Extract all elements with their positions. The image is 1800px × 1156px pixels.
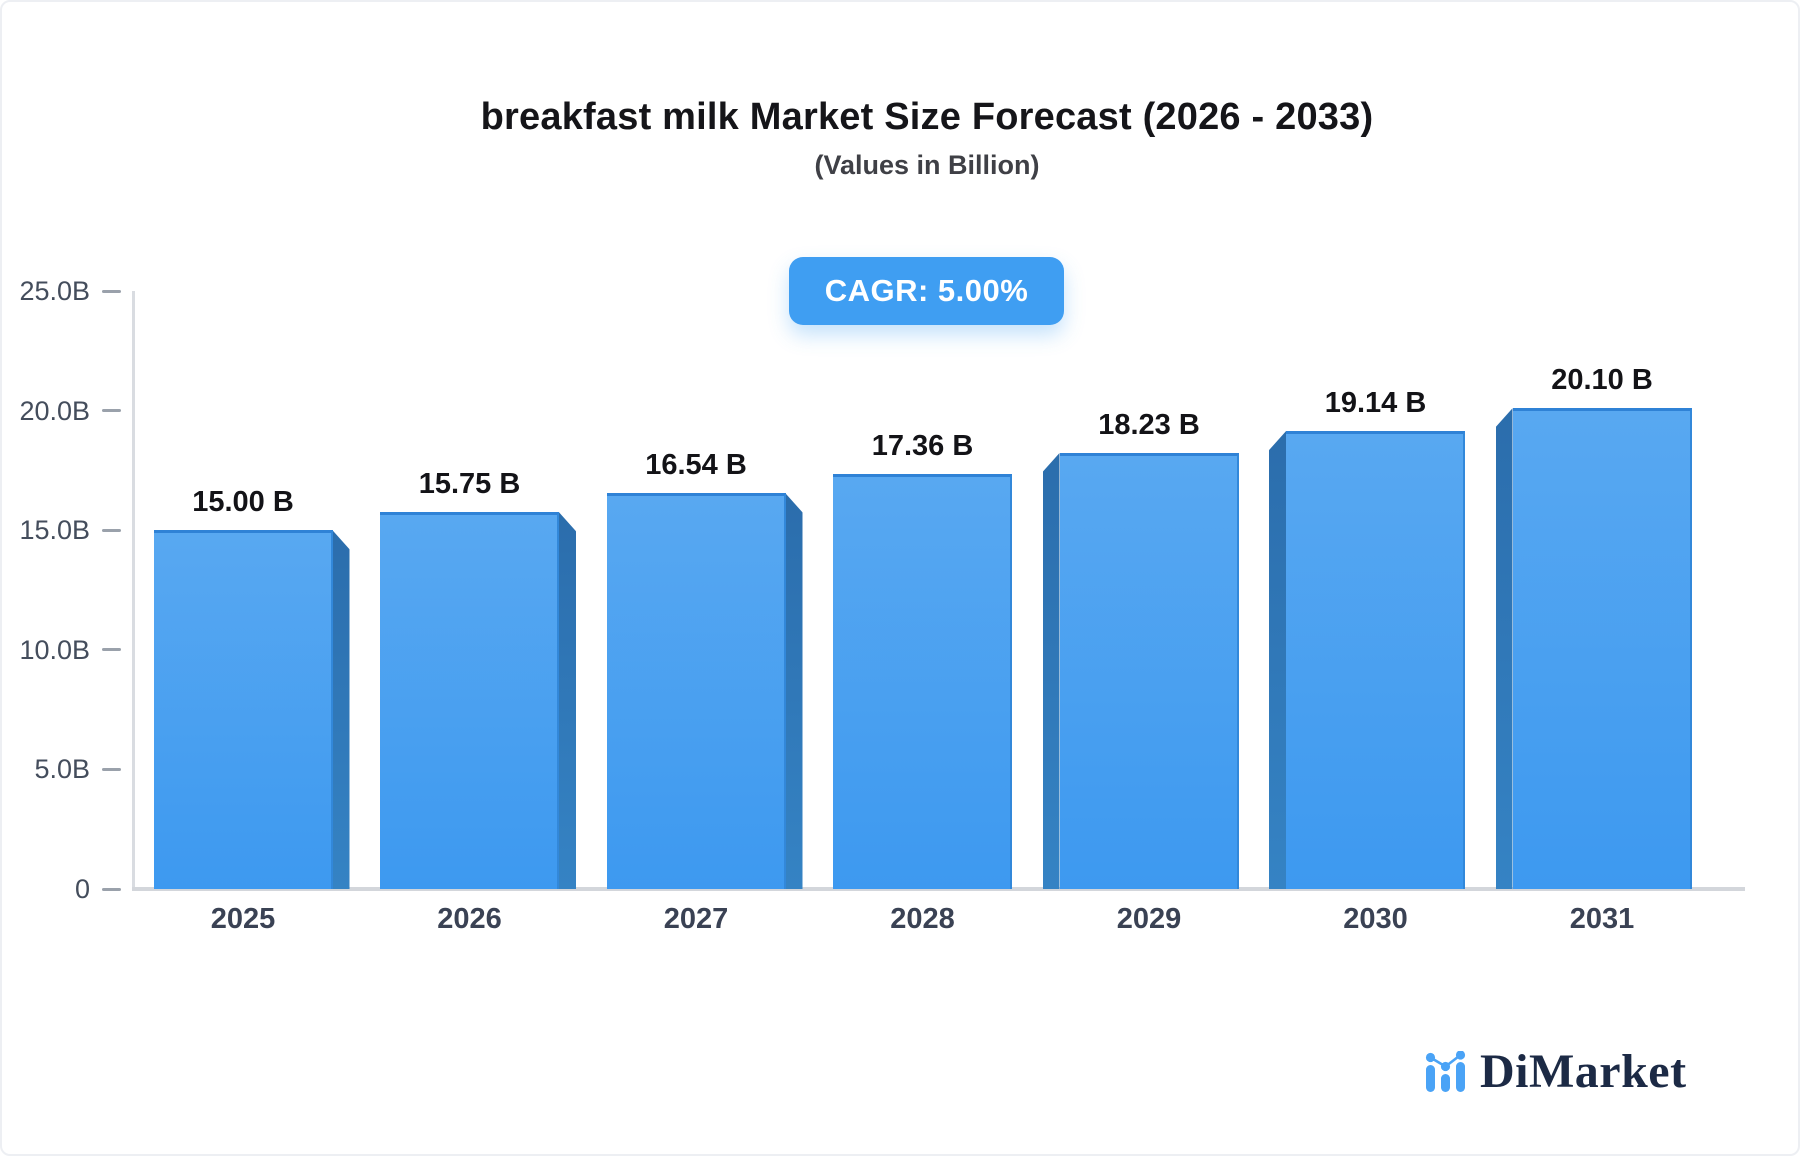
x-tick-label: 2026 xyxy=(437,903,502,935)
bar-2029 xyxy=(1059,452,1239,889)
bar-side-face xyxy=(1269,431,1286,889)
x-axis-baseline xyxy=(132,887,1745,891)
y-tick-label: 0 xyxy=(74,874,90,904)
bar-value-label: 18.23 B xyxy=(1098,408,1200,441)
bar-side-face xyxy=(1495,408,1513,889)
y-tick-label: 10.0B xyxy=(19,634,90,665)
bar-2028 xyxy=(833,473,1012,889)
y-tick-dash xyxy=(102,528,121,532)
bar-side-face xyxy=(332,530,350,889)
y-tick-label: 5.0B xyxy=(34,754,90,785)
chart-subtitle: (Values in Billion) xyxy=(814,150,1040,180)
bar-value-label: 17.36 B xyxy=(871,429,974,462)
y-tick-dash xyxy=(102,409,121,413)
bar-value-label: 15.00 B xyxy=(192,486,294,519)
bar-2025 xyxy=(153,530,333,889)
cagr-badge-label: CAGR: 5.00% xyxy=(824,273,1029,308)
y-axis-line xyxy=(132,291,135,889)
bar-2030 xyxy=(1286,431,1465,889)
x-tick-label: 2027 xyxy=(663,903,729,935)
y-tick-label: 15.0B xyxy=(19,515,90,546)
x-tick-label: 2030 xyxy=(1343,903,1408,935)
bar-value-label: 15.75 B xyxy=(418,468,521,501)
bar-value-label: 20.10 B xyxy=(1551,364,1653,397)
x-tick-label: 2031 xyxy=(1569,903,1635,935)
cagr-badge: CAGR: 5.00% xyxy=(789,257,1064,325)
bar-2026 xyxy=(380,512,559,889)
y-tick-label: 25.0B xyxy=(19,276,90,306)
y-tick-dash xyxy=(102,887,121,891)
x-tick-label: 2028 xyxy=(890,903,955,935)
y-tick-dash xyxy=(102,767,121,771)
bar-side-face xyxy=(559,512,576,889)
y-tick-dash xyxy=(102,289,121,293)
y-tick-label: 20.0B xyxy=(19,395,90,426)
bar-2027 xyxy=(606,493,786,889)
bar-value-label: 16.54 B xyxy=(645,449,747,482)
dimarket-logo: DiMarket xyxy=(1423,1044,1687,1099)
bar-2031 xyxy=(1512,408,1692,889)
bar-side-face xyxy=(785,493,803,889)
chart-title: breakfast milk Market Size Forecast (202… xyxy=(480,96,1374,138)
x-tick-label: 2025 xyxy=(210,903,276,935)
x-tick-label: 2029 xyxy=(1116,903,1182,935)
y-tick-dash xyxy=(102,648,121,652)
bar-side-face xyxy=(1042,452,1060,889)
dimarket-logo-text: DiMarket xyxy=(1480,1045,1687,1098)
mini-bar-line-chart-icon xyxy=(1425,1050,1466,1092)
bar-value-label: 19.14 B xyxy=(1324,387,1427,420)
